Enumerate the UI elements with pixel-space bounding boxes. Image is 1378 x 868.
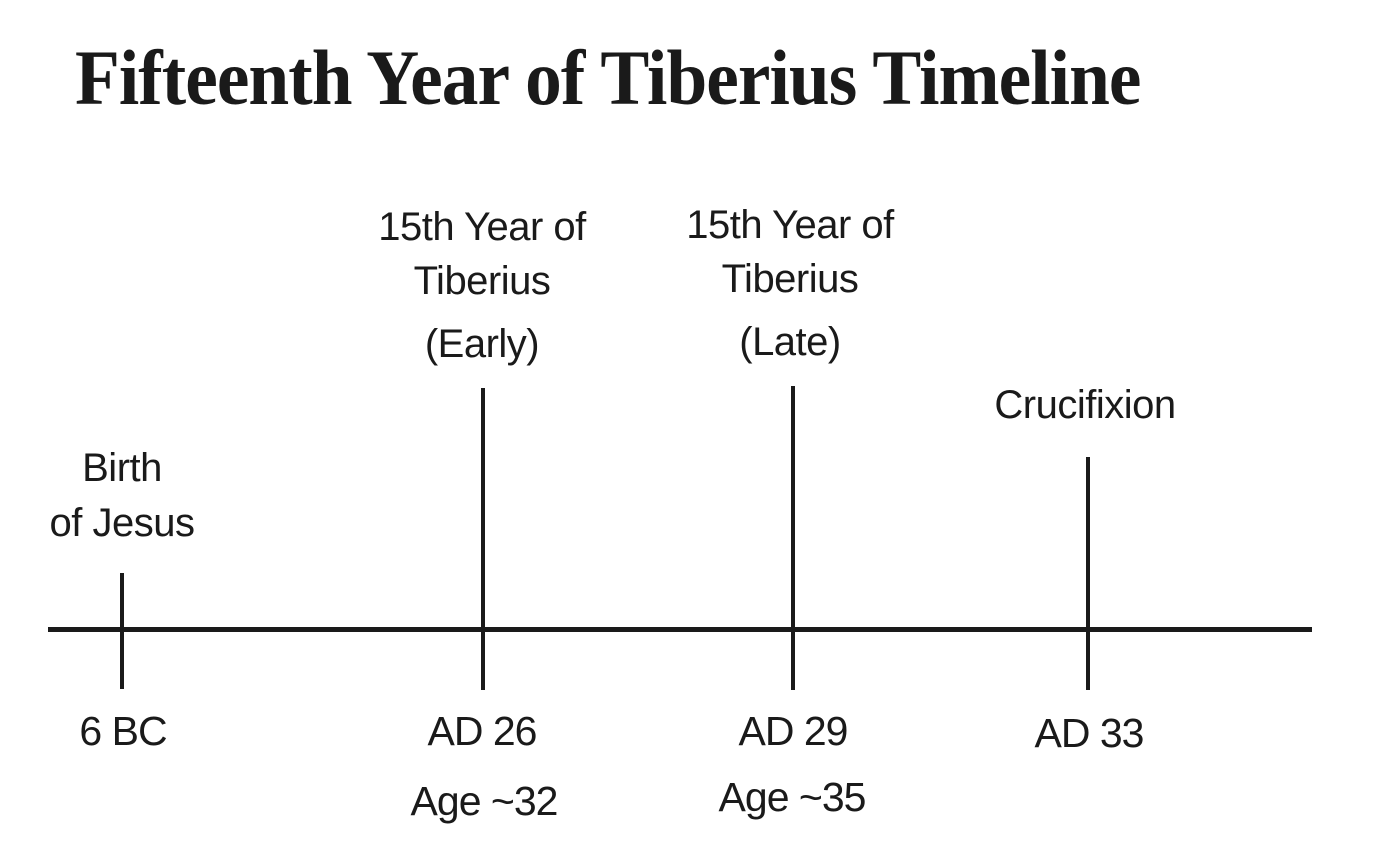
event-label-line: Birth xyxy=(82,446,162,490)
event-date: 6 BC xyxy=(79,708,167,754)
event-date: AD 33 xyxy=(1034,710,1145,756)
event-tick-mark xyxy=(481,388,485,690)
event-label-line: Tiberius xyxy=(721,257,859,301)
event-qualifier: (Late) xyxy=(739,320,841,364)
event-label-line: Crucifixion xyxy=(994,383,1176,427)
event-label: 15th Year of Tiberius (Early) xyxy=(378,200,586,371)
event-label-line: of Jesus xyxy=(49,501,195,545)
event-tick-mark xyxy=(120,573,124,689)
event-tick-mark xyxy=(791,386,795,690)
event-date: AD 29 xyxy=(738,708,849,754)
timeline-axis-line xyxy=(48,627,1312,632)
event-label: 15th Year of Tiberius (Late) xyxy=(686,198,894,369)
page-title: Fifteenth Year of Tiberius Timeline xyxy=(75,34,1141,121)
event-label-line: 15th Year of xyxy=(378,205,586,249)
event-date: AD 26 xyxy=(427,708,538,754)
event-label: Birth of Jesus xyxy=(50,441,195,551)
event-label: Crucifixion xyxy=(994,378,1176,432)
event-age: Age ~35 xyxy=(718,774,867,820)
event-tick-mark xyxy=(1086,457,1090,690)
event-age: Age ~32 xyxy=(410,778,559,824)
event-label-line: 15th Year of xyxy=(686,203,894,247)
event-qualifier: (Early) xyxy=(424,322,540,366)
event-label-line: Tiberius xyxy=(413,259,551,303)
